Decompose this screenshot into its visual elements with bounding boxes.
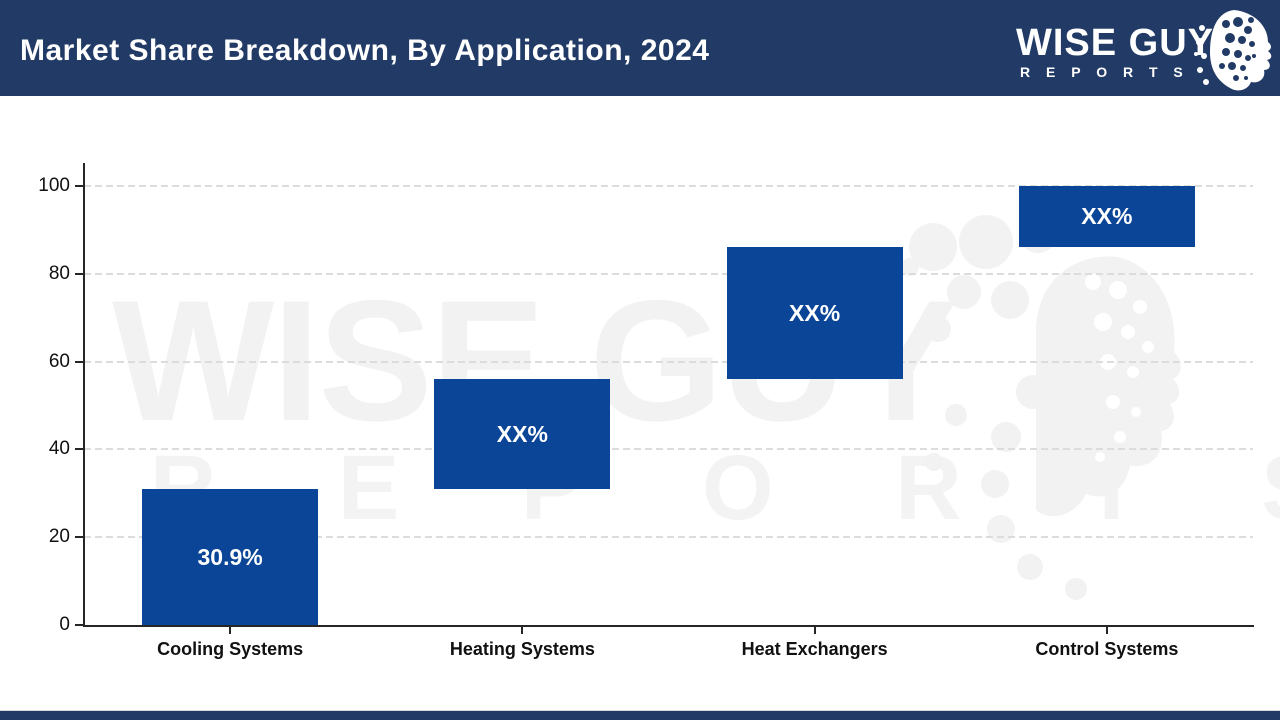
bar-value-label: 30.9% [197, 543, 263, 570]
bar-heat-exchangers: XX% [726, 247, 903, 380]
category-label: Cooling Systems [157, 639, 304, 659]
category-label: Control Systems [1035, 639, 1179, 659]
y-tick-label-20: 20 [48, 526, 70, 548]
gridline-20 [84, 536, 1253, 539]
y-tickmark-0 [75, 624, 83, 626]
bar-cooling-systems: 30.9% [142, 489, 319, 625]
x-tickmark-3 [1105, 627, 1108, 634]
gridline-60 [84, 360, 1253, 363]
bar-control-systems: XX% [1018, 186, 1195, 248]
y-tick-label-80: 80 [48, 262, 70, 284]
logo-wordmark: WISE GUY [1016, 22, 1215, 64]
bar-value-label: XX% [496, 420, 548, 447]
x-tickmark-0 [229, 627, 232, 634]
y-tickmark-40 [75, 448, 83, 451]
y-tick-label-40: 40 [48, 438, 70, 460]
header: Market Share Breakdown, By Application, … [0, 0, 1280, 96]
y-tick-label-100: 100 [38, 175, 70, 196]
y-tickmark-80 [75, 272, 83, 275]
category-label: Heat Exchangers [741, 639, 888, 659]
y-tickmark-100 [75, 185, 83, 187]
gridline-40 [84, 448, 1253, 451]
logo-subtext: R E P O R T S [1020, 64, 1189, 80]
y-tickmark-20 [75, 536, 83, 539]
x-tickmark-1 [521, 627, 524, 634]
x-tickmark-2 [813, 627, 816, 634]
category-label: Heating Systems [449, 639, 595, 659]
bar-value-label: XX% [789, 299, 841, 326]
bar-value-label: XX% [1081, 203, 1133, 230]
y-tick-label-60: 60 [48, 350, 70, 372]
logo-face-icon [1194, 10, 1272, 91]
page-title: Market Share Breakdown, By Application, … [20, 34, 710, 67]
y-axis [83, 163, 85, 627]
logo: WISE GUY R E P O R T S [1016, 6, 1272, 92]
bar-heating-systems: XX% [434, 379, 611, 490]
x-axis [83, 625, 1254, 627]
footer-bar [0, 710, 1280, 720]
y-tick-label-0: 0 [59, 614, 70, 635]
gridline-100 [84, 185, 1253, 187]
gridline-80 [84, 272, 1253, 275]
y-tickmark-60 [75, 360, 83, 363]
